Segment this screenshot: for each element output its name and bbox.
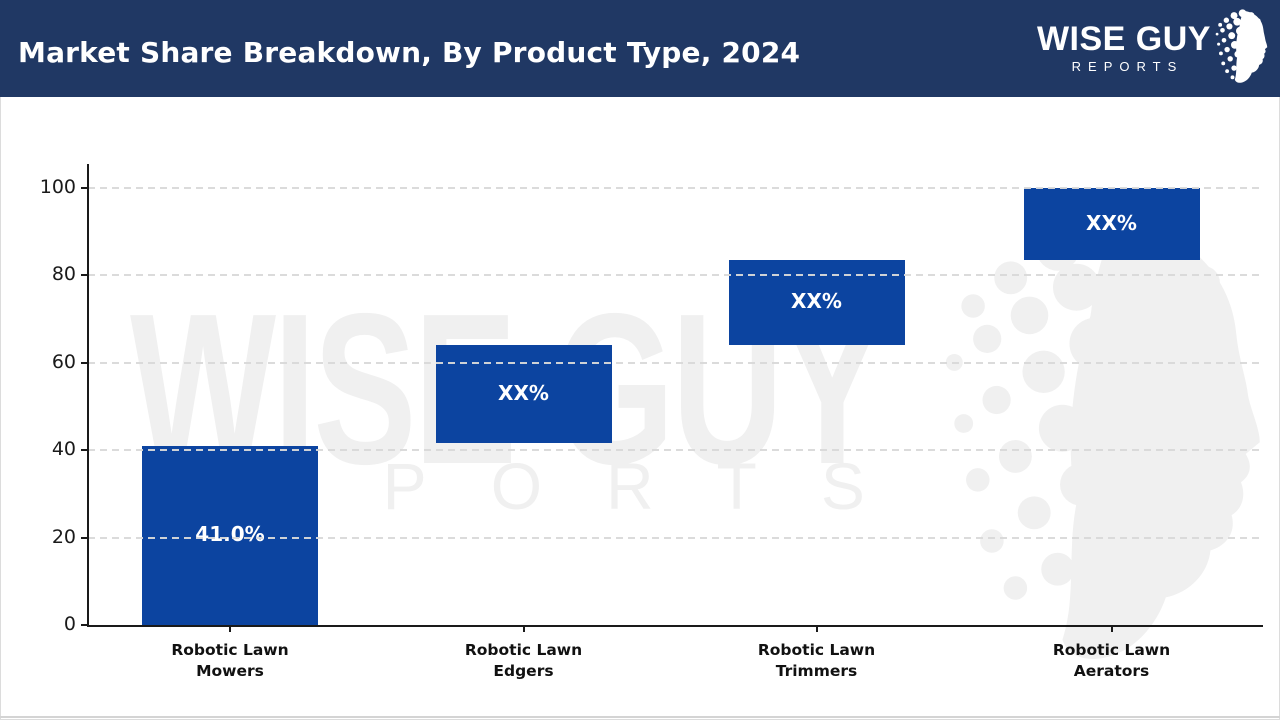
bar-robotic-lawn-trimmers: XX%: [728, 259, 905, 345]
bar-value-label: XX%: [1086, 210, 1137, 235]
gridline-80: [88, 274, 1262, 276]
x-category-label-robotic-lawn-edgers: Robotic Lawn Edgers: [464, 641, 583, 680]
logo-subtext: REPORTS: [1071, 58, 1184, 74]
brand-logo: WISE GUY REPORTS: [1037, 9, 1268, 87]
x-category-label-robotic-lawn-mowers: Robotic Lawn Mowers: [171, 641, 289, 680]
y-tick-label-60: 60: [51, 350, 76, 373]
y-tick-label-100: 100: [39, 175, 76, 198]
wise-guy-head-icon: [1215, 9, 1268, 83]
bar-value-label: 41.0%: [195, 522, 265, 547]
brand-logo-text: WISE GUY REPORTS: [1036, 20, 1211, 74]
x-tick-mark-robotic-lawn-trimmers: [815, 625, 818, 632]
y-tick-mark-100: [81, 186, 88, 189]
y-tick-label-0: 0: [63, 613, 76, 635]
x-category-label-robotic-lawn-trimmers: Robotic Lawn Trimmers: [757, 641, 876, 680]
bar-robotic-lawn-mowers: 41.0%: [142, 445, 318, 625]
logo-wordmark: WISE GUY: [1036, 20, 1211, 59]
bar-robotic-lawn-aerators: XX%: [1023, 187, 1200, 260]
bottom-border-line: [0, 716, 1280, 718]
y-tick-label-20: 20: [51, 525, 76, 548]
y-tick-mark-40: [81, 449, 88, 451]
x-category-label-robotic-lawn-aerators: Robotic Lawn Aerators: [1052, 641, 1171, 680]
y-tick-mark-60: [81, 361, 88, 364]
gridline-100: [88, 186, 1262, 189]
bar-value-label: XX%: [498, 381, 549, 406]
gridline-60: [88, 361, 1262, 364]
watermark-head-icon: [945, 212, 1260, 659]
y-tick-mark-80: [81, 274, 88, 276]
x-tick-mark-robotic-lawn-mowers: [229, 625, 231, 632]
x-tick-mark-robotic-lawn-aerators: [1110, 625, 1113, 632]
gridline-20: [88, 536, 1262, 539]
y-axis-line: [87, 164, 89, 627]
y-tick-mark-20: [81, 536, 88, 539]
gridline-40: [88, 449, 1262, 451]
bar-robotic-lawn-edgers: XX%: [435, 345, 612, 444]
bar-value-label: XX%: [791, 289, 842, 314]
y-tick-label-80: 80: [51, 263, 76, 285]
x-axis-line: [87, 625, 1263, 627]
y-tick-label-40: 40: [51, 438, 76, 460]
chart-title: Market Share Breakdown, By Product Type,…: [18, 36, 801, 69]
y-tick-mark-0: [81, 624, 88, 626]
x-tick-mark-robotic-lawn-edgers: [522, 625, 525, 632]
header-bar: Market Share Breakdown, By Product Type,…: [0, 0, 1280, 97]
